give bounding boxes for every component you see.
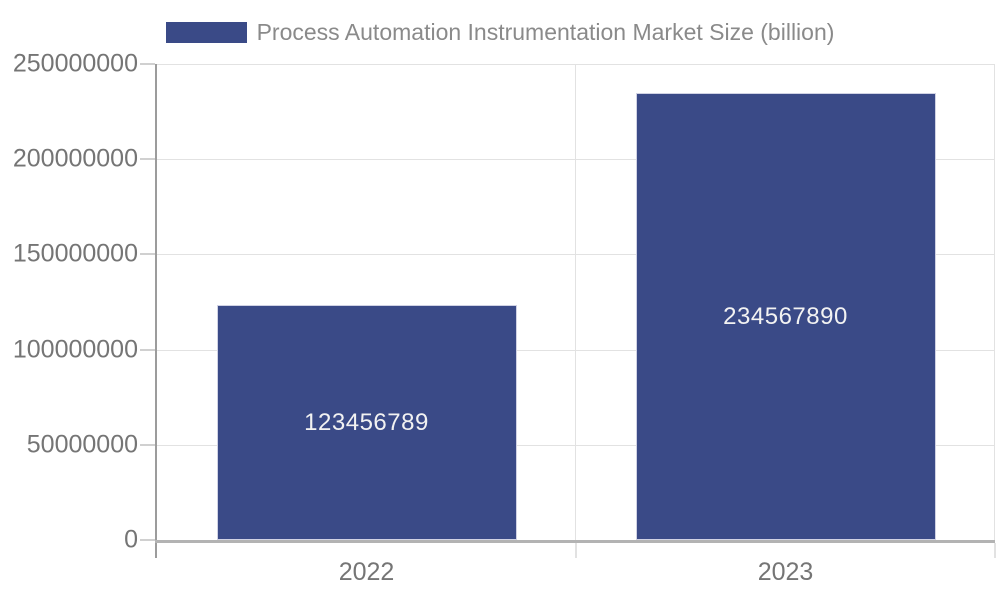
y-axis-tick-label: 50000000 — [26, 430, 138, 459]
y-axis-line — [155, 64, 157, 543]
x-axis-line — [155, 540, 995, 543]
legend[interactable]: Process Automation Instrumentation Marke… — [0, 19, 1000, 47]
y-axis-tick-label: 250000000 — [12, 49, 138, 78]
bar-value-label: 123456789 — [304, 408, 429, 436]
y-axis-tick — [140, 253, 155, 256]
legend-swatch — [165, 22, 247, 44]
gridline-horizontal — [157, 349, 995, 351]
gridline-horizontal — [157, 254, 995, 256]
gridline-vertical — [575, 64, 576, 540]
y-axis-tick — [140, 63, 155, 65]
y-axis-tick-label: 200000000 — [12, 144, 138, 173]
gridline-horizontal — [157, 159, 995, 161]
plot-area: 0 50000000 100000000 150000000 200000000 2500… — [13, 51, 996, 585]
gridline-horizontal — [157, 444, 995, 446]
y-axis-tick — [140, 348, 155, 351]
bar[interactable]: 234567890 — [635, 93, 936, 540]
legend-label: Process Automation Instrumentation Marke… — [256, 19, 835, 45]
gridline-horizontal — [157, 64, 995, 65]
bar-value-label: 234567890 — [723, 302, 848, 330]
y-axis-tick-label: 150000000 — [12, 239, 138, 268]
y-axis-tick — [140, 539, 155, 541]
x-axis-category-label: 2022 — [338, 558, 395, 586]
x-axis-tick — [155, 543, 157, 558]
x-axis-tick — [994, 543, 996, 558]
y-axis-tick — [140, 158, 155, 161]
x-axis-category-label: 2023 — [757, 558, 814, 586]
y-axis-tick-label: 100000000 — [12, 335, 138, 364]
bar[interactable]: 123456789 — [216, 305, 517, 540]
y-axis-tick — [140, 443, 155, 446]
y-axis-tick-label: 0 — [124, 525, 138, 554]
gridline-vertical — [994, 64, 995, 540]
x-axis-tick — [575, 543, 577, 558]
